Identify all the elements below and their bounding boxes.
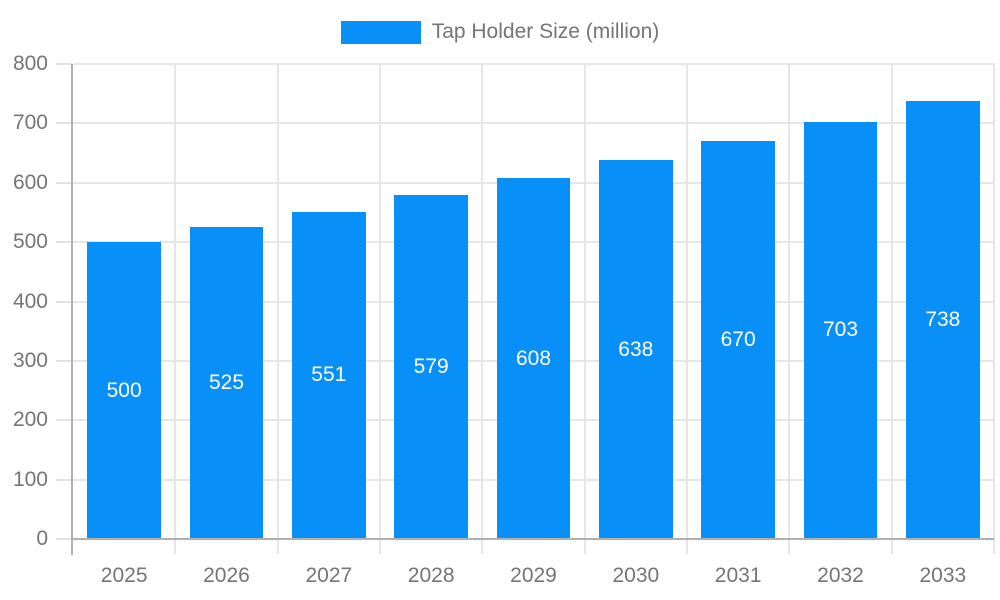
- y-tick-label: 300: [12, 348, 48, 372]
- y-tick: [56, 359, 71, 362]
- x-axis-line: [73, 538, 994, 540]
- legend-swatch: [340, 20, 421, 44]
- legend[interactable]: Tap Holder Size (million): [0, 20, 1000, 44]
- x-tick-label: 2032: [817, 564, 864, 587]
- bar-2030[interactable]: 638: [598, 160, 673, 539]
- y-tick: [56, 478, 71, 481]
- bar-2028[interactable]: 579: [394, 195, 468, 539]
- v-gridline: [276, 64, 279, 554]
- h-gridline: [73, 122, 994, 125]
- bar-2025[interactable]: 500: [87, 242, 161, 539]
- x-tick-label: 2029: [510, 564, 557, 587]
- x-tick-label: 2033: [919, 564, 967, 587]
- y-tick-label: 400: [12, 289, 48, 313]
- v-gridline: [890, 64, 893, 554]
- bar-2033[interactable]: 738: [905, 100, 980, 539]
- x-tick-label: 2026: [203, 564, 250, 587]
- y-tick: [56, 300, 71, 303]
- y-tick-label: 0: [36, 527, 48, 550]
- bar-2029[interactable]: 608: [496, 178, 571, 539]
- bar-2031[interactable]: 670: [701, 141, 775, 539]
- x-axis-labels: 2025 2026 2027 2028 2029 2030 2031 2032 2033: [73, 560, 994, 596]
- bar-value-label: 670: [720, 328, 756, 352]
- v-gridline: [685, 64, 688, 554]
- v-gridline: [378, 64, 381, 554]
- v-gridline: [993, 64, 995, 554]
- bar-value-label: 579: [413, 355, 449, 379]
- h-gridline: [73, 63, 994, 65]
- y-tick-label: 800: [12, 52, 48, 75]
- y-tick: [56, 181, 71, 184]
- bar-2027[interactable]: 551: [291, 211, 366, 539]
- bar-value-label: 703: [822, 318, 859, 342]
- bar-value-label: 500: [106, 378, 142, 402]
- y-tick: [56, 538, 71, 540]
- y-axis-labels: 0 100 200 300 400 500 600 700 800: [0, 52, 48, 550]
- v-gridline: [788, 64, 791, 554]
- bar-2026[interactable]: 525: [189, 227, 264, 539]
- bar-value-label: 525: [208, 371, 245, 395]
- y-tick-label: 500: [12, 230, 48, 254]
- v-gridline: [174, 64, 177, 554]
- y-tick: [56, 419, 71, 422]
- y-tick-label: 200: [12, 408, 48, 432]
- legend-label: Tap Holder Size (million): [431, 20, 660, 43]
- y-tick-label: 700: [12, 111, 48, 135]
- y-axis-line: [71, 64, 73, 555]
- bar-2032[interactable]: 703: [803, 121, 878, 539]
- x-tick-label: 2025: [100, 564, 148, 587]
- y-tick: [56, 63, 71, 65]
- x-tick-label: 2028: [407, 564, 455, 587]
- x-tick-label: 2030: [612, 564, 660, 587]
- v-gridline: [583, 64, 586, 554]
- y-tick-label: 100: [12, 467, 48, 491]
- bar-value-label: 638: [618, 337, 654, 361]
- y-tick-label: 600: [12, 170, 48, 194]
- bar-value-label: 551: [311, 363, 347, 387]
- x-tick-label: 2031: [714, 564, 762, 587]
- x-tick-label: 2027: [305, 564, 353, 587]
- plot-area: 500 525 551 579 608 638 670 703 738: [56, 63, 995, 555]
- y-tick: [56, 241, 71, 244]
- v-gridline: [481, 64, 484, 554]
- bar-value-label: 738: [925, 307, 961, 331]
- bar-value-label: 608: [515, 346, 552, 370]
- y-tick: [56, 122, 71, 125]
